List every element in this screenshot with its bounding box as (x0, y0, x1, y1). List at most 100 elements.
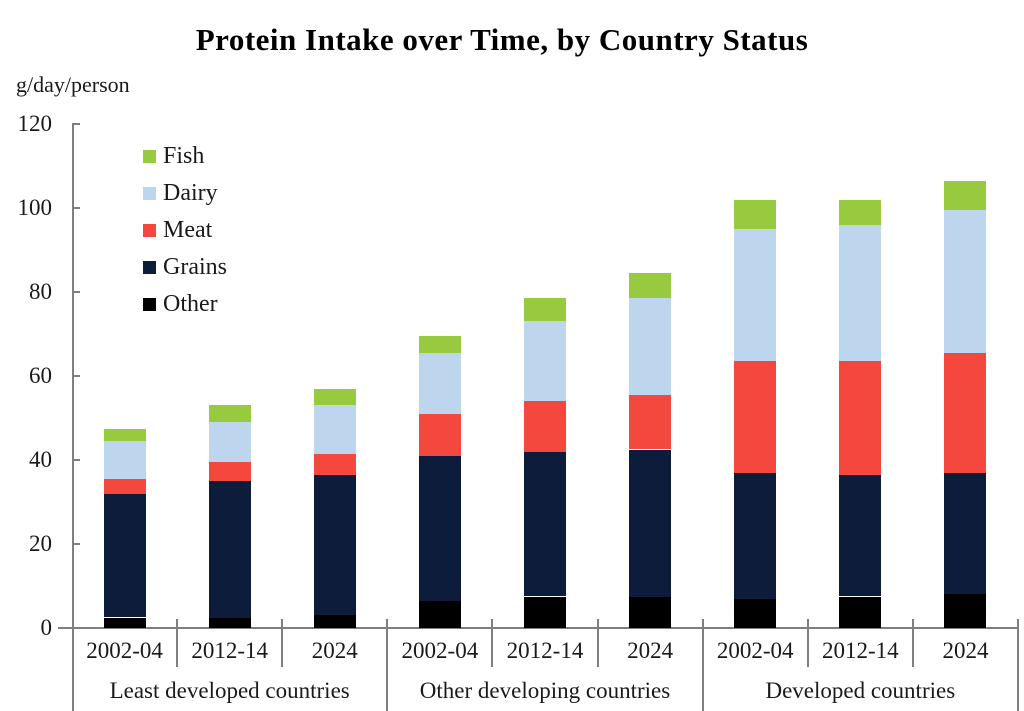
bar-segment-fish (944, 180, 987, 211)
bar-segment-dairy (524, 321, 566, 402)
y-tick-mark (72, 459, 80, 461)
bar-segment-meat (313, 453, 356, 475)
bar-segment-grains (629, 449, 672, 597)
bar-segment-fish (208, 405, 251, 423)
period-separator (911, 619, 914, 667)
bar-segment-other (524, 596, 566, 628)
bar-segment-grains (208, 481, 251, 618)
bar-segment-other (944, 594, 987, 628)
bar-segment-fish (839, 199, 882, 225)
bar-segment-other (418, 600, 461, 628)
y-tick-label: 0 (40, 615, 53, 640)
legend: Fish Dairy Meat Grains Other (143, 138, 227, 323)
bar-segment-grains (524, 451, 566, 597)
bar-segment-grains (944, 472, 987, 595)
bar-segment-other (839, 596, 882, 628)
bar-segment-meat (418, 413, 461, 456)
y-tick-label: 120 (17, 111, 53, 136)
legend-label: Other (163, 291, 218, 317)
legend-label: Dairy (163, 180, 218, 206)
y-tick-label: 20 (29, 531, 52, 556)
legend-item-dairy: Dairy (143, 175, 227, 212)
legend-item-other: Other (143, 286, 227, 323)
legend-swatch-grains-icon (143, 261, 156, 274)
legend-swatch-fish-icon (143, 150, 156, 163)
bar-segment-meat (839, 361, 882, 475)
y-tick-mark (72, 207, 80, 209)
y-tick-label: 60 (29, 363, 52, 388)
y-tick-mark (72, 543, 80, 545)
bar-segment-dairy (944, 210, 987, 353)
legend-item-grains: Grains (143, 249, 227, 286)
bar-segment-fish (313, 388, 356, 406)
bar-segment-dairy (418, 352, 461, 414)
period-label: 2002-04 (401, 638, 479, 663)
y-tick-label: 100 (17, 195, 53, 220)
bar-segment-meat (103, 478, 146, 494)
bar-segment-meat (524, 401, 566, 452)
period-label: 2024 (627, 638, 674, 663)
group-separator (386, 619, 389, 711)
bar-segment-dairy (734, 229, 777, 362)
bar-segment-other (734, 598, 777, 628)
period-separator (596, 619, 599, 667)
period-label: 2002-04 (716, 638, 794, 663)
bar-segment-grains (103, 493, 146, 618)
bar-segment-dairy (313, 405, 356, 454)
bar-segment-dairy (208, 422, 251, 463)
group-label: Developed countries (765, 678, 956, 703)
period-separator (491, 619, 494, 667)
legend-swatch-dairy-icon (143, 187, 156, 200)
bar-segment-fish (524, 298, 566, 322)
y-axis-line (72, 124, 74, 711)
bar-segment-fish (103, 428, 146, 442)
period-separator (281, 619, 284, 667)
group-label: Other developing countries (419, 678, 671, 703)
bar-segment-meat (734, 361, 777, 473)
legend-swatch-meat-icon (143, 224, 156, 237)
bar-segment-grains (839, 474, 882, 597)
bar-segment-meat (629, 394, 672, 450)
legend-label: Fish (163, 143, 205, 169)
group-separator (701, 619, 704, 711)
bar-segment-dairy (839, 224, 882, 362)
bar-segment-other (208, 617, 251, 628)
period-label: 2002-04 (86, 638, 163, 663)
period-label: 2024 (311, 638, 358, 663)
bar-segment-other (313, 615, 356, 628)
bar-segment-fish (734, 199, 777, 229)
bar-segment-meat (944, 352, 987, 473)
period-separator (176, 619, 179, 667)
bar-segment-meat (208, 462, 251, 481)
bar-segment-dairy (103, 441, 146, 479)
period-label: 2012-14 (506, 638, 584, 663)
y-axis-unit-label: g/day/person (16, 72, 130, 97)
y-tick-mark (72, 627, 80, 629)
bar-segment-fish (418, 336, 461, 353)
y-tick-mark (72, 375, 80, 377)
bar-segment-grains (418, 455, 461, 601)
bar-segment-grains (313, 474, 356, 616)
y-tick-mark (72, 291, 80, 293)
chart-title: Protein Intake over Time, by Country Sta… (195, 22, 809, 57)
legend-label: Meat (163, 217, 213, 243)
period-label: 2024 (942, 638, 989, 663)
bar-segment-grains (734, 472, 777, 599)
period-separator (806, 619, 809, 667)
bar-segment-other (103, 617, 146, 628)
legend-swatch-other-icon (143, 298, 156, 311)
bar-segment-dairy (629, 298, 672, 395)
group-label: Least developed countries (109, 678, 350, 703)
y-tick-label: 40 (29, 447, 52, 472)
bar-segment-other (629, 596, 672, 628)
legend-item-fish: Fish (143, 138, 227, 175)
y-tick-label: 80 (29, 279, 52, 304)
period-label: 2012-14 (191, 638, 268, 663)
x-axis-line (58, 627, 1018, 629)
axis-right-edge (1017, 619, 1019, 711)
bar-segment-fish (629, 273, 672, 299)
legend-label: Grains (163, 254, 227, 280)
y-tick-mark (72, 123, 80, 125)
period-label: 2012-14 (821, 638, 899, 663)
